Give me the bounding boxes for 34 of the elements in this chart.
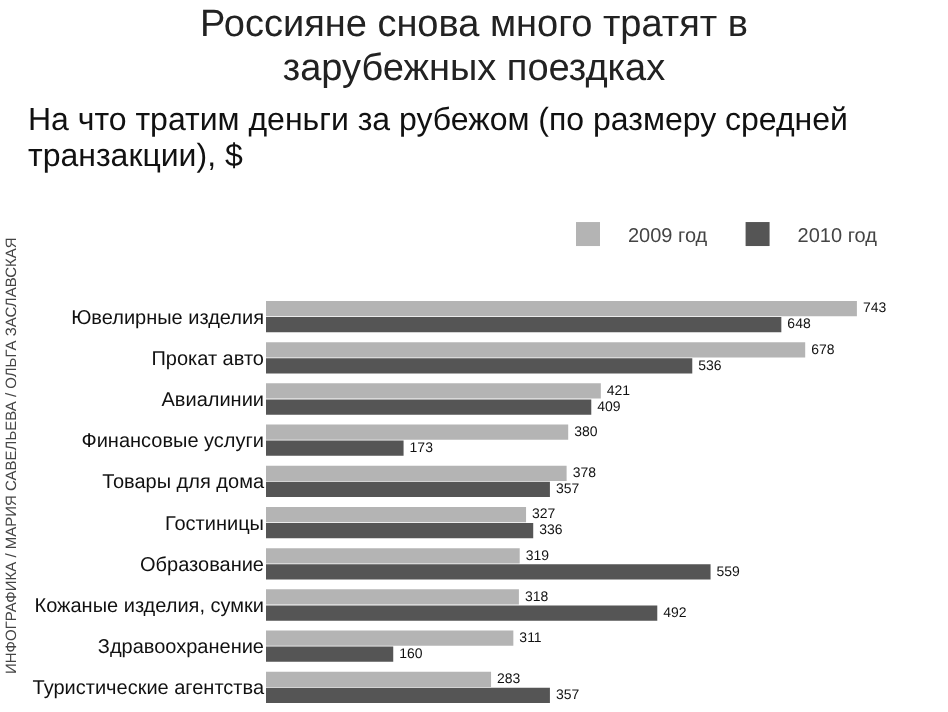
bar xyxy=(266,506,527,523)
bar xyxy=(266,383,601,399)
chart-title: Россияне снова много тратят в зарубежных поездках xyxy=(198,4,750,92)
bar xyxy=(266,481,550,498)
y-tick-label: Товары для дома xyxy=(102,472,265,495)
bar xyxy=(266,300,857,317)
bar xyxy=(266,687,550,704)
chart-subtitle: На что тратим деньги за рубежом (по размеру средней транзакции), $ xyxy=(28,104,850,176)
y-tick-label: Здравоохранение xyxy=(97,637,265,660)
bar xyxy=(266,605,658,621)
bar xyxy=(266,646,394,662)
bar xyxy=(266,465,567,481)
y-tick-label: Ювелирные изделия xyxy=(71,307,264,330)
bar xyxy=(266,399,592,415)
y-tick-label: Прокат авто xyxy=(151,348,265,371)
bar xyxy=(266,342,806,358)
y-tick-label: Гостиницы xyxy=(165,513,264,536)
bar xyxy=(266,671,492,687)
bar xyxy=(266,548,520,564)
y-tick-label: Авиалинии xyxy=(161,390,264,412)
bar xyxy=(266,564,711,580)
bar xyxy=(266,358,693,374)
bar xyxy=(266,440,404,456)
y-tick-label: Туристические агентства xyxy=(32,678,265,701)
bar xyxy=(266,424,569,440)
bar xyxy=(266,317,782,333)
bar xyxy=(266,523,534,539)
y-tick-label: Кожаные изделия, сумки xyxy=(34,596,264,618)
legend-label: 2009 год xyxy=(628,225,708,248)
legend-label: 2010 год xyxy=(797,225,878,248)
y-tick-label: Образование xyxy=(140,554,265,577)
bar xyxy=(266,589,519,605)
bar xyxy=(266,630,514,646)
y-tick-label: Финансовые услуги xyxy=(81,431,264,454)
